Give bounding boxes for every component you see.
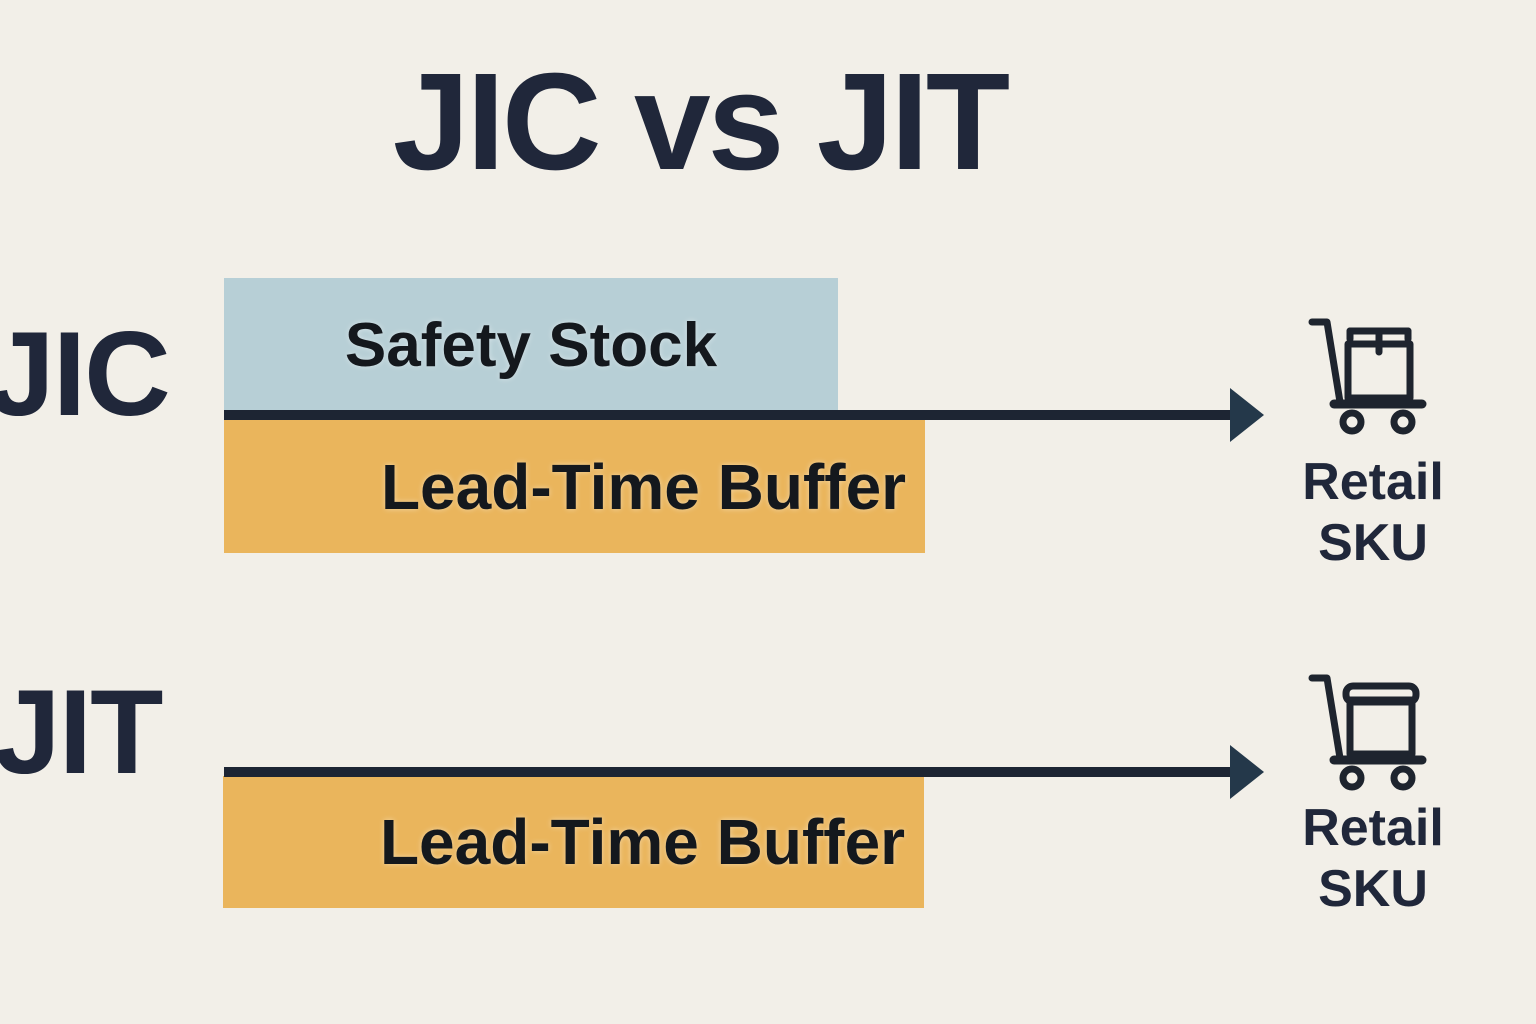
- arrow-head: [1230, 388, 1264, 442]
- jic-lead-time-buffer-label: Lead-Time Buffer: [380, 450, 907, 523]
- arrow-head: [1230, 745, 1264, 799]
- jit-lead-time-buffer-label: Lead-Time Buffer: [379, 806, 906, 878]
- cart-wheel: [1390, 765, 1416, 791]
- safety-stock-bar-label: Safety Stock: [344, 311, 718, 380]
- safety-stock-bar: Safety Stock: [224, 278, 838, 413]
- bin-body: [1346, 696, 1416, 758]
- page-title: JIC vs JIT: [392, 45, 1010, 199]
- cart-wheel: [1390, 409, 1416, 435]
- jic-flow-arrow-icon: [224, 388, 1264, 442]
- jit-lead-time-buffer-bar: Lead-Time Buffer: [223, 776, 924, 908]
- jic-lead-time-buffer-bar: Lead-Time Buffer: [224, 420, 925, 553]
- cart-with-bin-icon: [1308, 674, 1427, 791]
- jit-flow-arrow-icon: [224, 745, 1264, 799]
- cart-wheel: [1339, 409, 1365, 435]
- jic-row-label: JIC: [0, 307, 171, 441]
- bin-rim: [1342, 682, 1420, 706]
- cart-with-box-icon: [1308, 318, 1427, 435]
- cart-wheel: [1339, 765, 1365, 791]
- jit-row-label: JIT: [0, 665, 163, 799]
- cart-handle: [1308, 318, 1344, 406]
- jic-retail-sku-label: Retail SKU: [1302, 453, 1444, 573]
- cart-handle: [1308, 674, 1344, 762]
- jit-retail-sku-label: Retail SKU: [1302, 799, 1444, 919]
